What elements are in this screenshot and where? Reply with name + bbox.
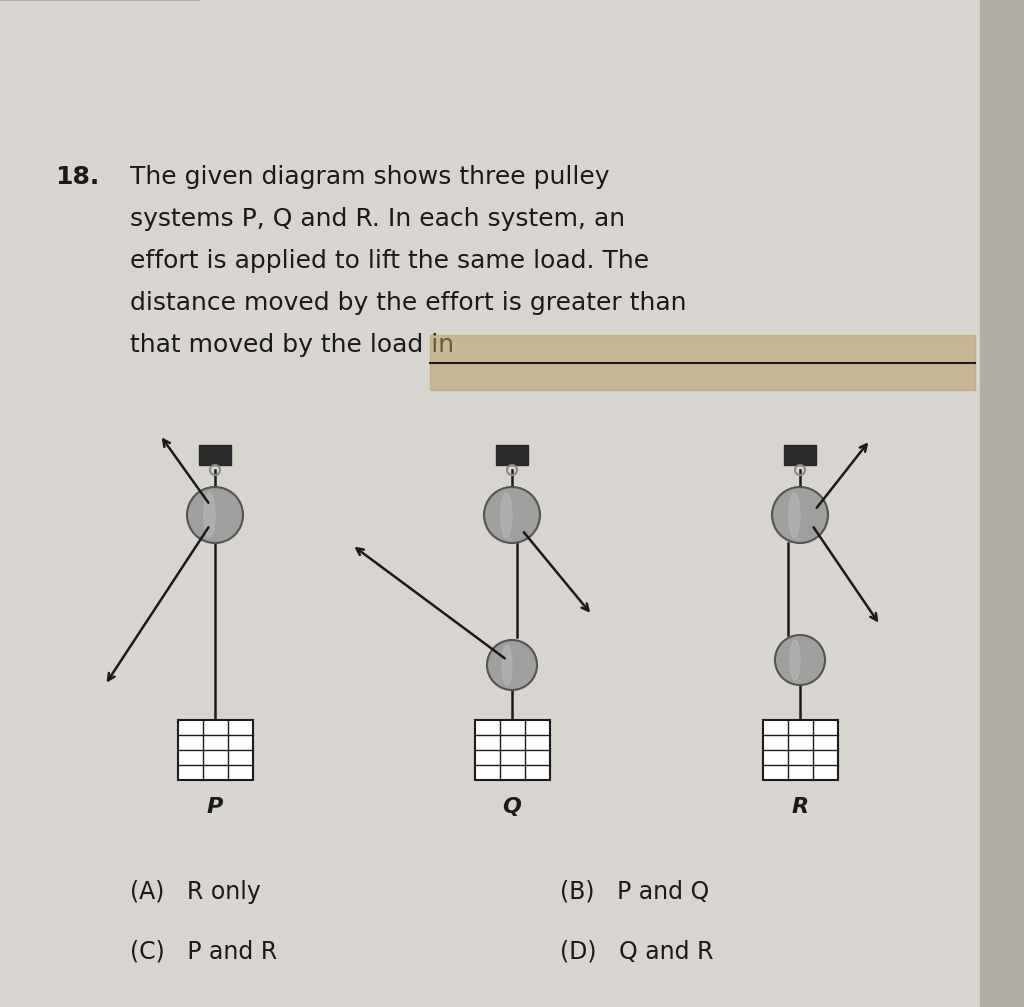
Ellipse shape — [502, 645, 512, 685]
Ellipse shape — [788, 492, 800, 538]
Text: effort is applied to lift the same load. The: effort is applied to lift the same load.… — [130, 249, 649, 273]
Text: 18.: 18. — [55, 165, 99, 189]
Ellipse shape — [790, 640, 800, 680]
Circle shape — [487, 640, 537, 690]
Circle shape — [484, 487, 540, 543]
Text: that moved by the load in: that moved by the load in — [130, 333, 454, 357]
Bar — [430, 335, 975, 390]
Bar — [980, 0, 1024, 1007]
Bar — [496, 445, 528, 465]
Bar — [763, 720, 838, 780]
Ellipse shape — [204, 492, 215, 538]
Text: R: R — [792, 797, 809, 817]
Text: (B)   P and Q: (B) P and Q — [560, 880, 710, 904]
Bar — [784, 445, 816, 465]
Circle shape — [772, 487, 828, 543]
Text: (C)   P and R: (C) P and R — [130, 940, 278, 964]
Text: (D)   Q and R: (D) Q and R — [560, 940, 714, 964]
Text: (A)   R only: (A) R only — [130, 880, 261, 904]
Text: systems P, Q and R. In each system, an: systems P, Q and R. In each system, an — [130, 207, 625, 231]
Text: The given diagram shows three pulley: The given diagram shows three pulley — [130, 165, 609, 189]
Circle shape — [775, 635, 825, 685]
Circle shape — [187, 487, 243, 543]
Bar — [199, 445, 231, 465]
Ellipse shape — [501, 492, 512, 538]
Bar — [474, 720, 550, 780]
Bar — [177, 720, 253, 780]
Text: P: P — [207, 797, 223, 817]
Text: Q: Q — [503, 797, 521, 817]
Text: distance moved by the effort is greater than: distance moved by the effort is greater … — [130, 291, 686, 315]
